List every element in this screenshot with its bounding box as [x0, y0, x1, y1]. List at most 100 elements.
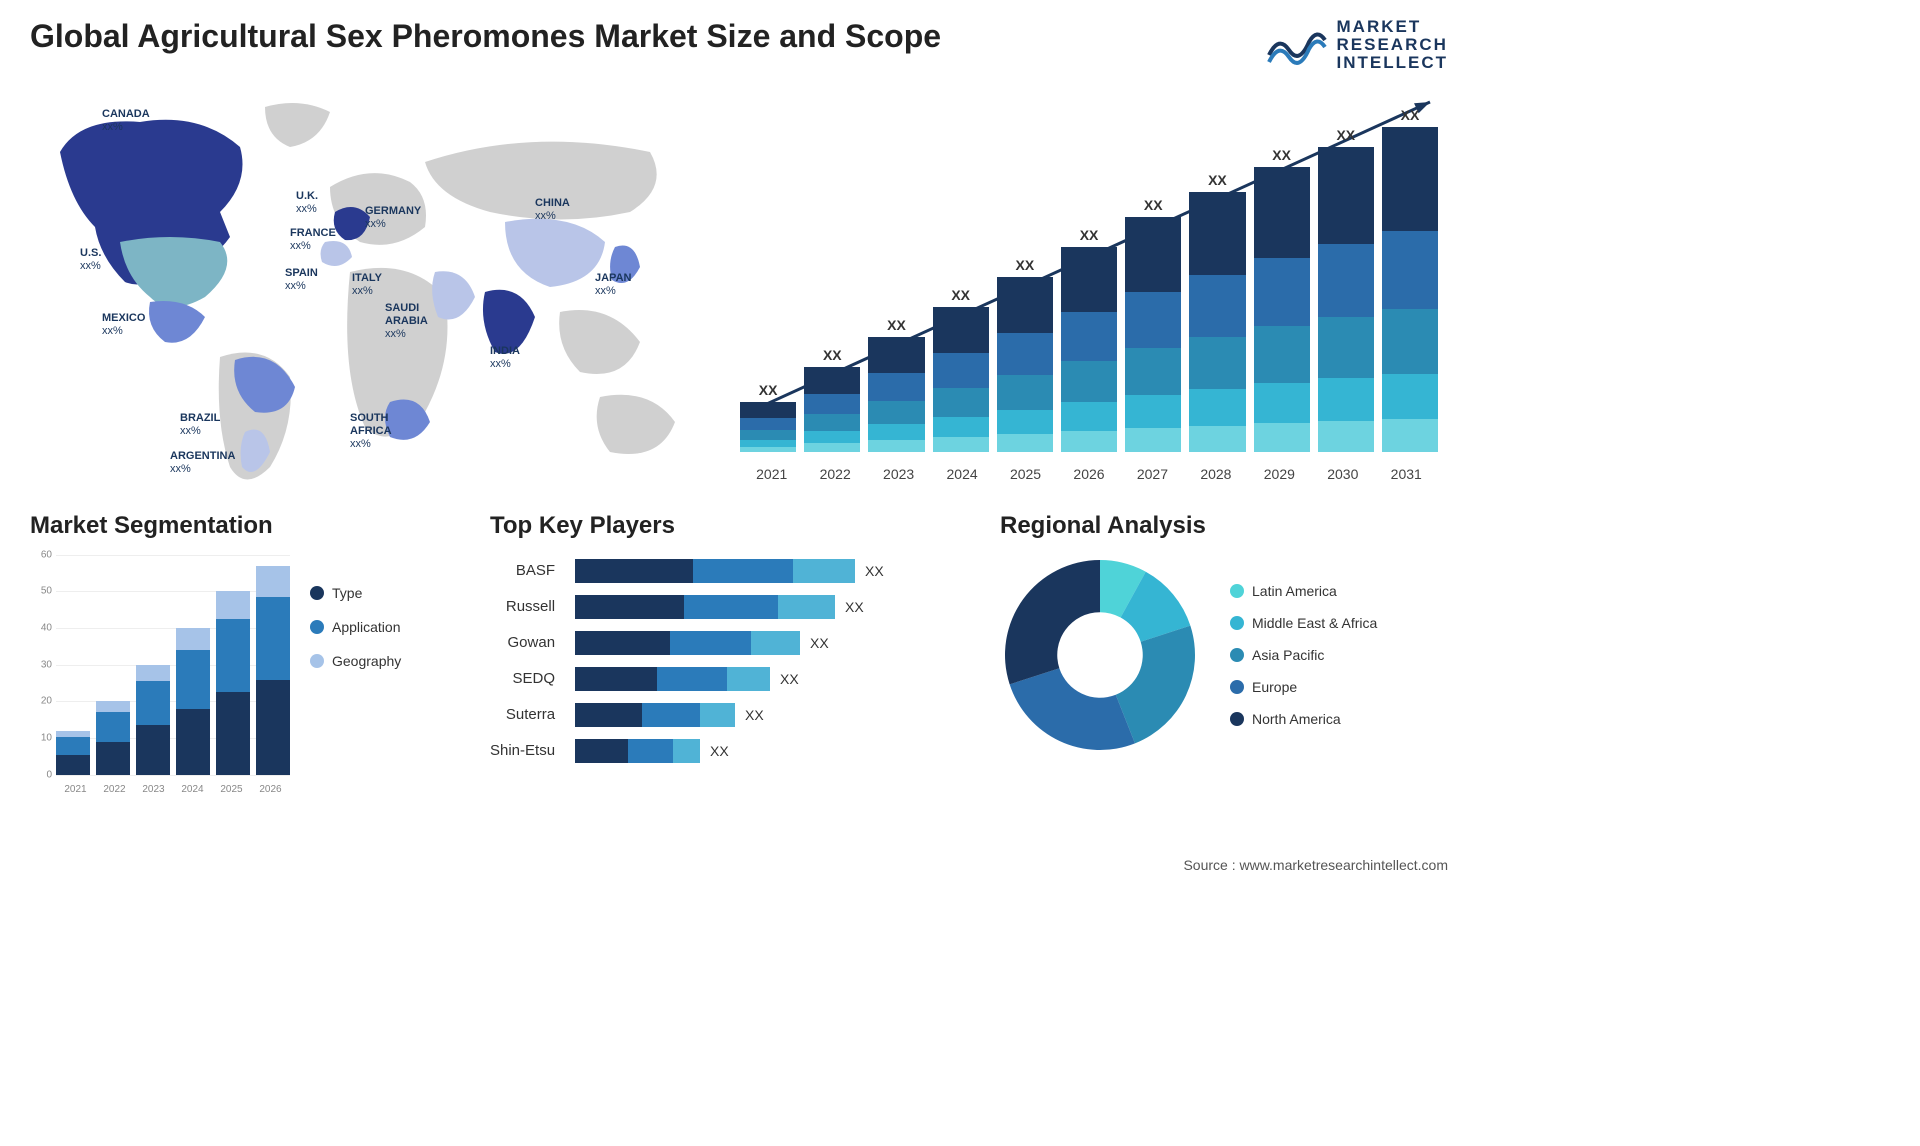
kp-value-label: XX [710, 743, 729, 759]
seg-ytick: 40 [41, 622, 52, 633]
legend-label: Geography [332, 653, 401, 669]
page-title: Global Agricultural Sex Pheromones Marke… [30, 18, 941, 55]
kp-name: Gowan [508, 631, 556, 655]
map-region [149, 301, 205, 343]
map-region [120, 237, 227, 307]
legend-label: North America [1252, 711, 1341, 727]
kp-bar-shin-etsu: XX [575, 739, 884, 763]
logo-wave-icon [1267, 20, 1327, 70]
kp-bar-sedq: XX [575, 667, 884, 691]
segmentation-title: Market Segmentation [30, 512, 450, 540]
legend-dot-icon [310, 654, 324, 668]
legend-label: Type [332, 585, 362, 601]
source-attribution: Source : www.marketresearchintellect.com [1183, 857, 1448, 873]
seg-xaxis-tick: 2021 [56, 784, 95, 795]
map-label-japan: JAPANxx% [595, 272, 631, 298]
kp-bar-russell: XX [575, 595, 884, 619]
legend-item: Type [310, 585, 401, 601]
legend-dot-icon [1230, 680, 1244, 694]
map-label-italy: ITALYxx% [352, 272, 382, 298]
world-map-panel: CANADAxx%U.S.xx%MEXICOxx%BRAZILxx%ARGENT… [30, 92, 690, 482]
map-label-u-k-: U.K.xx% [296, 190, 318, 216]
legend-item: North America [1230, 711, 1377, 727]
seg-xaxis-tick: 2025 [212, 784, 251, 795]
legend-dot-icon [1230, 584, 1244, 598]
map-label-brazil: BRAZILxx% [180, 412, 220, 438]
growth-bar-value-label: XX [951, 287, 970, 303]
legend-label: Latin America [1252, 583, 1337, 599]
legend-label: Asia Pacific [1252, 647, 1324, 663]
map-region [505, 218, 605, 286]
growth-bar-value-label: XX [823, 347, 842, 363]
growth-bar-value-label: XX [1336, 127, 1355, 143]
segmentation-chart: 0102030405060 202120222023202420252026 [30, 555, 290, 795]
kp-bar-basf: XX [575, 559, 884, 583]
legend-item: Latin America [1230, 583, 1377, 599]
map-label-germany: GERMANYxx% [365, 205, 421, 231]
regional-title: Regional Analysis [1000, 512, 1448, 540]
kp-value-label: XX [865, 563, 884, 579]
map-label-india: INDIAxx% [490, 345, 520, 371]
kp-name: SEDQ [513, 667, 556, 691]
kp-name: Russell [506, 595, 555, 619]
growth-xaxis-tick: 2031 [1375, 466, 1438, 482]
kp-bar-suterra: XX [575, 703, 884, 727]
growth-xaxis-tick: 2026 [1057, 466, 1120, 482]
legend-item: Asia Pacific [1230, 647, 1377, 663]
regional-panel: Regional Analysis Latin America Middle Ea… [1000, 512, 1448, 795]
growth-bar-2030: XX [1318, 127, 1374, 452]
growth-xaxis-tick: 2023 [867, 466, 930, 482]
growth-bar-2021: XX [740, 382, 796, 452]
map-region [597, 394, 675, 453]
growth-bar-2024: XX [933, 287, 989, 452]
seg-xaxis-tick: 2024 [173, 784, 212, 795]
growth-bar-value-label: XX [1144, 197, 1163, 213]
growth-xaxis-tick: 2021 [740, 466, 803, 482]
regional-donut-chart [1000, 555, 1200, 755]
regional-legend: Latin America Middle East & Africa Asia Pa… [1230, 583, 1377, 727]
seg-bar-2026 [256, 566, 290, 775]
legend-item: Middle East & Africa [1230, 615, 1377, 631]
growth-bar-2028: XX [1189, 172, 1245, 452]
legend-dot-icon [310, 586, 324, 600]
kp-value-label: XX [780, 671, 799, 687]
map-label-spain: SPAINxx% [285, 267, 318, 293]
seg-bar-2023 [136, 665, 170, 775]
key-players-title: Top Key Players [490, 512, 960, 540]
seg-bar-2025 [216, 591, 250, 774]
legend-label: Middle East & Africa [1252, 615, 1377, 631]
growth-xaxis-tick: 2028 [1184, 466, 1247, 482]
seg-ytick: 20 [41, 696, 52, 707]
segmentation-legend: Type Application Geography [310, 555, 401, 795]
kp-name: Shin-Etsu [490, 739, 555, 763]
growth-xaxis-tick: 2029 [1248, 466, 1311, 482]
growth-bar-2025: XX [997, 257, 1053, 452]
kp-value-label: XX [810, 635, 829, 651]
growth-bar-value-label: XX [887, 317, 906, 333]
growth-xaxis-tick: 2027 [1121, 466, 1184, 482]
map-label-france: FRANCExx% [290, 227, 336, 253]
map-label-u-s-: U.S.xx% [80, 247, 101, 273]
growth-bar-value-label: XX [1401, 107, 1420, 123]
growth-bar-2026: XX [1061, 227, 1117, 452]
seg-xaxis-tick: 2023 [134, 784, 173, 795]
map-region [559, 310, 640, 374]
growth-xaxis-tick: 2030 [1311, 466, 1374, 482]
growth-xaxis-tick: 2024 [930, 466, 993, 482]
seg-bar-2021 [56, 731, 90, 775]
legend-dot-icon [1230, 616, 1244, 630]
legend-item: Application [310, 619, 401, 635]
growth-bar-value-label: XX [1080, 227, 1099, 243]
growth-bar-value-label: XX [1016, 257, 1035, 273]
seg-ytick: 10 [41, 732, 52, 743]
kp-name: BASF [516, 559, 555, 583]
growth-xaxis-tick: 2025 [994, 466, 1057, 482]
seg-xaxis-tick: 2026 [251, 784, 290, 795]
legend-dot-icon [310, 620, 324, 634]
growth-bar-value-label: XX [1208, 172, 1227, 188]
logo-line-2: RESEARCH [1337, 36, 1449, 54]
growth-bar-2022: XX [804, 347, 860, 452]
legend-item: Europe [1230, 679, 1377, 695]
legend-dot-icon [1230, 712, 1244, 726]
map-region [265, 103, 330, 147]
